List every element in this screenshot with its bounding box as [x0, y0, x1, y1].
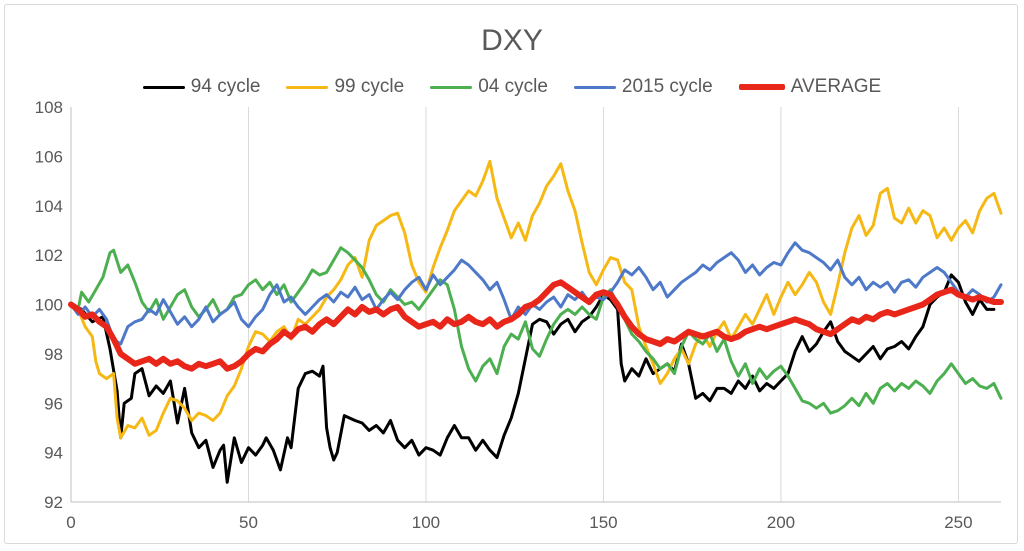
series-line-04-cycle	[69, 246, 1003, 415]
legend-swatch	[142, 85, 185, 89]
y-tick-label: 102	[35, 246, 63, 265]
x-tick-label: 0	[66, 513, 75, 532]
legend-item-99-cycle: 99 cycle	[286, 76, 404, 98]
legend-item-04-cycle: 04 cycle	[430, 76, 548, 98]
y-tick-label: 100	[35, 296, 63, 315]
legend-swatch	[430, 85, 473, 89]
y-tick-label: 106	[35, 147, 63, 166]
legend: 94 cycle 99 cycle 04 cycle 2015 cycle AV…	[0, 76, 1024, 98]
legend-label: 04 cycle	[478, 76, 548, 97]
x-tick-label: 100	[412, 513, 440, 532]
series-layer	[68, 159, 1004, 484]
series-line-99-cycle	[69, 159, 1003, 440]
x-tick-label: 200	[767, 513, 795, 532]
series-line-average	[68, 279, 1004, 372]
series-line-2015-cycle	[69, 241, 1003, 346]
grid-layer	[247, 107, 959, 502]
x-tick-label: 250	[944, 513, 972, 532]
legend-item-94-cycle: 94 cycle	[142, 76, 261, 98]
legend-label: AVERAGE	[790, 76, 882, 97]
legend-swatch	[738, 84, 785, 90]
y-tick-label: 96	[44, 394, 63, 413]
x-tick-label: 50	[239, 513, 258, 532]
legend-label: 94 cycle	[190, 76, 261, 97]
legend-label: 99 cycle	[334, 76, 405, 97]
tick-label-layer: 92 94 96 98 100 102 104 106 108 0 50 100 150 200 250	[35, 98, 973, 532]
y-tick-label: 92	[44, 493, 63, 512]
y-tick-label: 98	[44, 345, 63, 364]
legend-item-2015-cycle: 2015 cycle	[573, 76, 713, 98]
legend-swatch	[573, 85, 616, 89]
y-tick-label: 104	[35, 197, 63, 216]
legend-item-average: AVERAGE	[738, 76, 882, 98]
chart-title: DXY	[481, 24, 543, 57]
legend-swatch	[286, 85, 329, 89]
y-tick-label: 108	[35, 98, 63, 117]
y-tick-label: 94	[44, 444, 63, 463]
legend-label: 2015 cycle	[621, 76, 713, 97]
chart-frame	[4, 4, 1018, 544]
x-tick-label: 150	[589, 513, 617, 532]
